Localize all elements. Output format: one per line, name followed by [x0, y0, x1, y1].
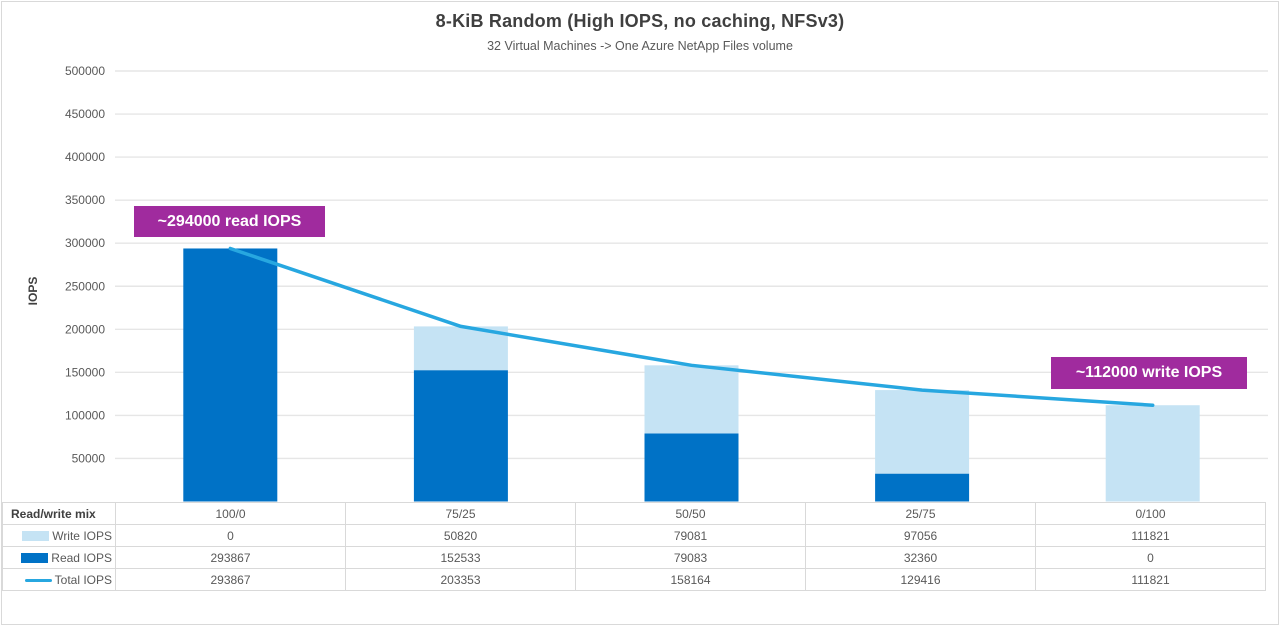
category-cell: 75/25 — [345, 502, 576, 525]
value-cell: 203353 — [345, 568, 576, 591]
value-cell: 79081 — [575, 524, 806, 547]
value-cell: 293867 — [115, 568, 346, 591]
y-tick-label: 200000 — [65, 322, 105, 336]
y-tick-label: 50000 — [72, 451, 106, 465]
value-cell: 129416 — [805, 568, 1036, 591]
legend-cell: Total IOPS — [2, 568, 116, 591]
legend-cell: Write IOPS — [2, 524, 116, 547]
table-header-row: Read/write mix 100/0 75/25 50/50 25/75 0/100 — [2, 502, 1266, 525]
table-row: Write IOPS 0 50820 79081 97056 111821 — [2, 524, 1266, 547]
value-cell: 97056 — [805, 524, 1036, 547]
write-bar — [1105, 405, 1200, 502]
value-cell: 293867 — [115, 546, 346, 569]
value-cell: 79083 — [575, 546, 806, 569]
y-tick-label: 250000 — [65, 279, 105, 293]
value-cell: 152533 — [345, 546, 576, 569]
value-cell: 158164 — [575, 568, 806, 591]
legend-swatch-total-iops — [24, 578, 52, 582]
data-table: Read/write mix 100/0 75/25 50/50 25/75 0/100 W… — [2, 502, 1266, 591]
read-bar — [644, 433, 739, 502]
category-cell: 100/0 — [115, 502, 346, 525]
y-tick-label: 500000 — [65, 64, 105, 78]
y-tick-label: 450000 — [65, 107, 105, 121]
total-iops-line — [228, 246, 1155, 407]
legend-swatch-write-iops — [22, 530, 50, 541]
read-bar — [183, 248, 278, 502]
read-bar — [875, 473, 970, 502]
category-cell: 25/75 — [805, 502, 1036, 525]
read-bar — [413, 370, 508, 502]
annotation-read-iops: ~294000 read IOPS — [134, 206, 325, 237]
legend-cell: Read IOPS — [2, 546, 116, 569]
chart-title: 8-KiB Random (High IOPS, no caching, NFS… — [435, 11, 845, 31]
legend-label: Total IOPS — [54, 572, 112, 587]
value-cell: 0 — [1035, 546, 1266, 569]
write-bar — [413, 326, 508, 371]
category-cell: 0/100 — [1035, 502, 1266, 525]
write-bar — [644, 365, 739, 434]
table-row: Total IOPS 293867 203353 158164 129416 111821 — [2, 568, 1266, 591]
plot-area: 50000 100000 150000 200000 250000 300000 35000… — [65, 64, 1268, 502]
annotation-write-iops: ~112000 write IOPS — [1051, 357, 1247, 389]
write-bar — [875, 390, 970, 474]
legend-label: Read IOPS — [51, 550, 112, 565]
y-tick-label: 150000 — [65, 365, 105, 379]
chart-subtitle: 32 Virtual Machines -> One Azure NetApp … — [487, 39, 793, 53]
value-cell: 32360 — [805, 546, 1036, 569]
y-tick-label: 300000 — [65, 236, 105, 250]
value-cell: 50820 — [345, 524, 576, 547]
legend-swatch-read-iops — [21, 552, 49, 563]
value-cell: 0 — [115, 524, 346, 547]
y-tick-label: 100000 — [65, 408, 105, 422]
value-cell: 111821 — [1035, 568, 1266, 591]
table-row: Read IOPS 293867 152533 79083 32360 0 — [2, 546, 1266, 569]
category-cell: 50/50 — [575, 502, 806, 525]
legend-label: Write IOPS — [52, 528, 112, 543]
y-tick-label: 350000 — [65, 193, 105, 207]
value-cell: 111821 — [1035, 524, 1266, 547]
row-header-label: Read/write mix — [2, 502, 116, 525]
y-tick-label: 400000 — [65, 150, 105, 164]
